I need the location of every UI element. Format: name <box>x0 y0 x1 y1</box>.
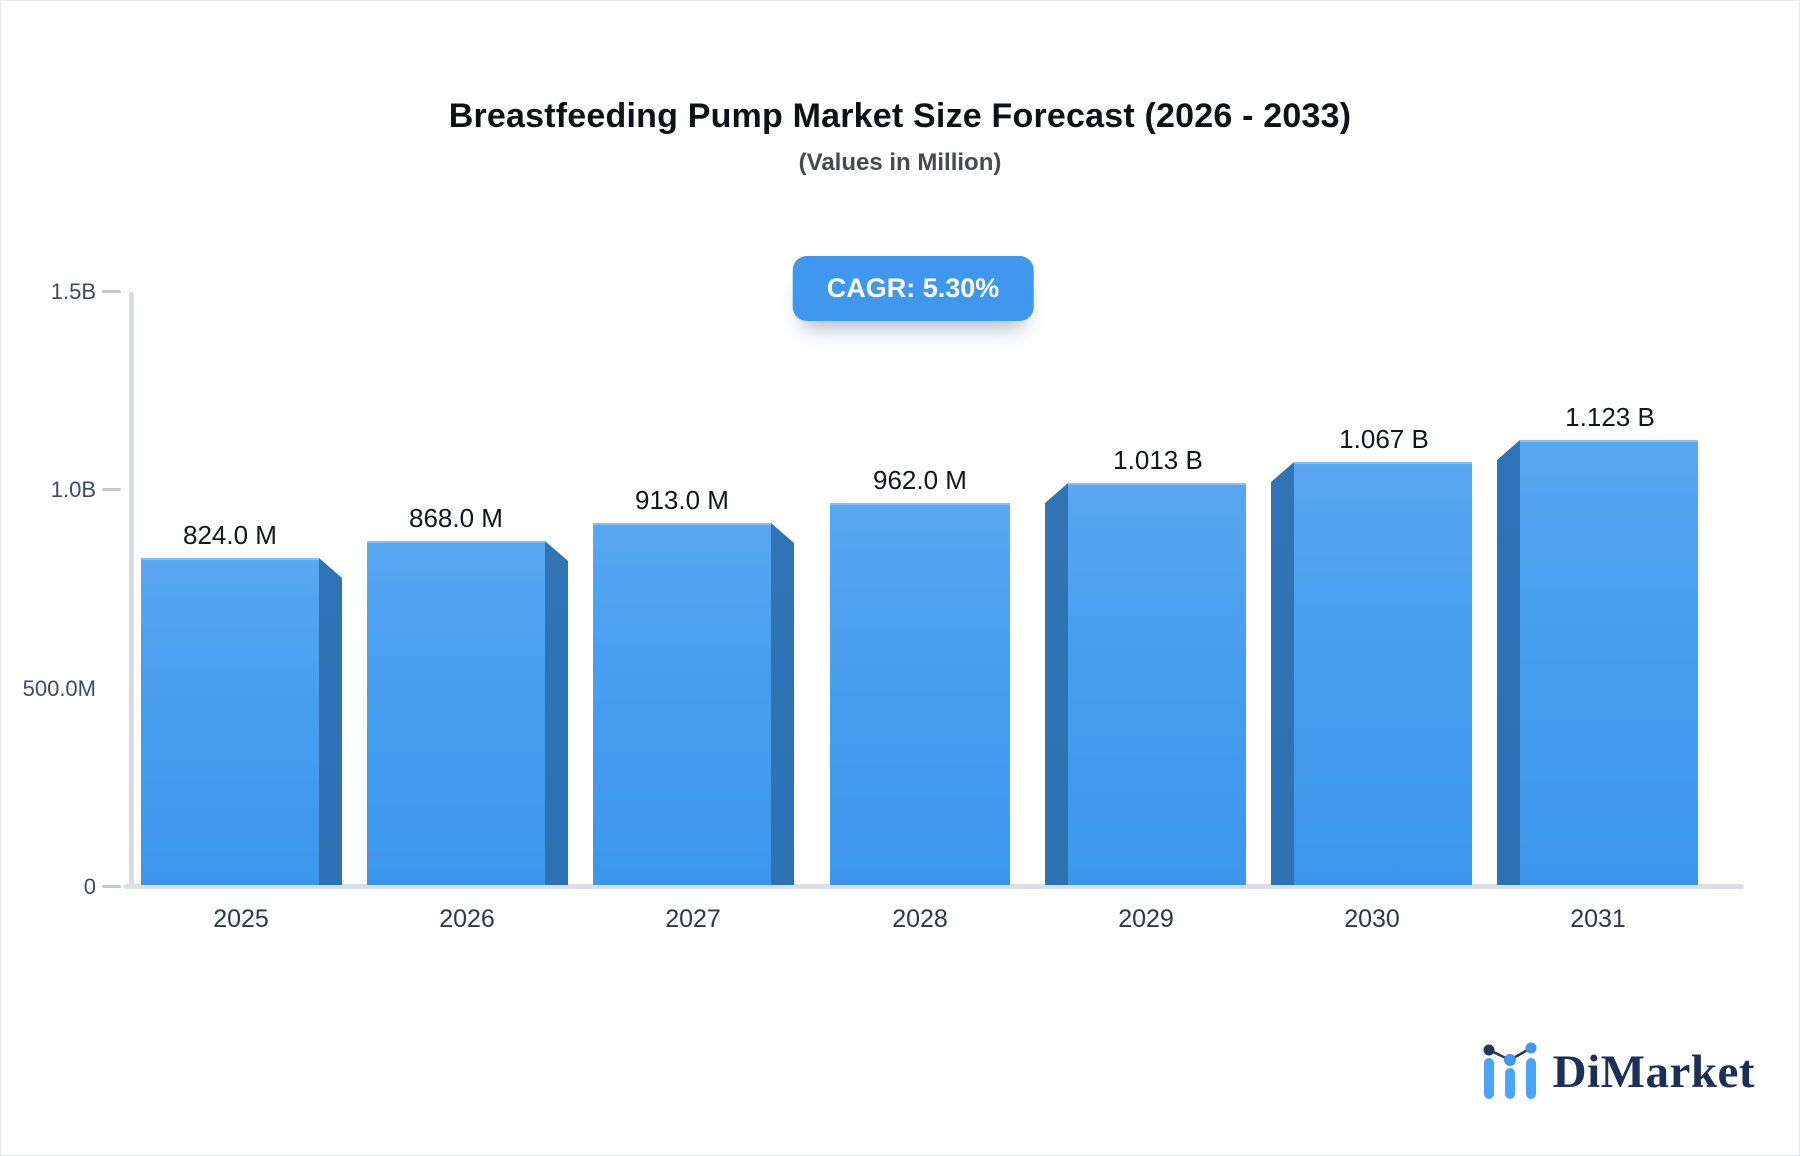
bar-value-label: 868.0 M <box>409 503 503 533</box>
bar-value-label: 1.067 B <box>1339 424 1429 454</box>
bar-face <box>1294 462 1472 885</box>
brand-logo-text: DiMarket <box>1552 1045 1755 1098</box>
y-axis-line <box>129 292 134 887</box>
y-axis-tick-label: 500.0M <box>22 676 96 701</box>
bar-value-label: 824.0 M <box>183 520 277 550</box>
x-axis-label: 2029 <box>1118 905 1174 933</box>
bar-face <box>593 523 771 885</box>
x-axis-label: 2026 <box>439 905 495 933</box>
bar-side-face <box>319 558 342 885</box>
bar-2029 <box>1045 483 1246 885</box>
bar-side-face <box>1045 483 1068 885</box>
y-axis-tick-dash <box>102 290 121 293</box>
y-axis-tick-dash <box>102 885 121 888</box>
bar-face <box>367 541 545 885</box>
x-axis-label: 2031 <box>1570 905 1626 933</box>
cagr-badge: CAGR: 5.30% <box>792 256 1034 321</box>
bar-side-face <box>1497 440 1520 885</box>
bar-face <box>141 558 319 885</box>
bar-value-label: 1.013 B <box>1113 445 1203 475</box>
bar-side-face <box>771 523 794 885</box>
chart-title: Breastfeeding Pump Market Size Forecast … <box>448 97 1352 135</box>
y-axis-tick-dash <box>102 488 121 491</box>
bar-face <box>1520 440 1698 885</box>
bar-2028 <box>830 503 1010 885</box>
bar-value-label: 913.0 M <box>635 485 729 515</box>
bar-side-face <box>1271 462 1294 885</box>
brand-logo: DiMarket <box>1481 1041 1755 1103</box>
bar-face <box>830 503 1010 885</box>
x-axis-label: 2027 <box>665 905 721 933</box>
bar-2025 <box>141 558 342 885</box>
y-axis-tick-label: 1.0B <box>50 477 96 502</box>
bar-face <box>1068 483 1246 885</box>
bar-2026 <box>367 541 568 885</box>
y-axis-tick-label: 1.5B <box>50 279 96 304</box>
x-axis-label: 2030 <box>1344 905 1400 933</box>
brand-logo-icon <box>1483 1042 1537 1099</box>
bar-2031 <box>1497 440 1698 885</box>
x-axis-label: 2028 <box>892 905 948 933</box>
y-axis-tick-label: 0 <box>83 874 96 899</box>
bar-side-face <box>545 541 568 885</box>
chart-subtitle: (Values in Million) <box>798 149 1002 176</box>
bar-2027 <box>593 523 794 885</box>
x-axis-label: 2025 <box>213 905 269 933</box>
bar-2030 <box>1271 462 1472 885</box>
bar-value-label: 1.123 B <box>1565 402 1655 432</box>
bar-value-label: 962.0 M <box>873 465 967 495</box>
x-axis-line <box>124 884 1744 889</box>
